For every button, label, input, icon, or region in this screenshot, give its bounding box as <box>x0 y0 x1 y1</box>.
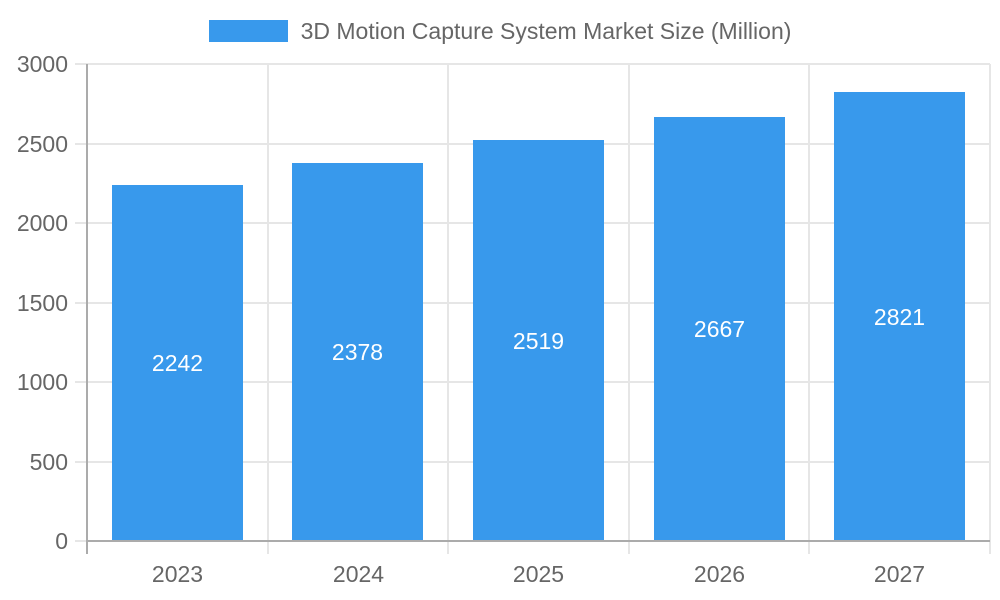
x-tick-label: 2026 <box>693 561 746 587</box>
y-tick-mark <box>75 302 87 304</box>
x-axis-line <box>87 540 990 542</box>
bar[interactable] <box>654 117 785 541</box>
y-tick-mark <box>75 540 87 542</box>
y-tick-mark <box>75 381 87 383</box>
legend: 3D Motion Capture System Market Size (Mi… <box>0 17 1000 45</box>
bar-value-label: 2242 <box>151 350 204 376</box>
x-gridline <box>267 64 269 554</box>
x-tick-label: 2023 <box>151 561 204 587</box>
y-tick-mark <box>75 63 87 65</box>
y-tick-mark <box>75 143 87 145</box>
x-gridline <box>628 64 630 554</box>
bar[interactable] <box>473 140 604 541</box>
legend-item[interactable]: 3D Motion Capture System Market Size (Mi… <box>208 17 792 45</box>
y-gridline <box>87 63 990 65</box>
y-axis-line <box>86 64 88 554</box>
y-tick-label: 1000 <box>16 369 68 395</box>
y-tick-mark <box>75 222 87 224</box>
y-tick-label: 3000 <box>16 51 68 77</box>
bar-value-label: 2667 <box>693 316 746 342</box>
x-tick-label: 2027 <box>873 561 926 587</box>
y-tick-label: 1500 <box>16 290 68 316</box>
x-gridline <box>447 64 449 554</box>
y-tick-label: 0 <box>55 528 68 554</box>
x-gridline <box>808 64 810 554</box>
bar[interactable] <box>292 163 423 541</box>
y-tick-label: 500 <box>29 449 68 475</box>
bar[interactable] <box>834 92 965 541</box>
bar-value-label: 2378 <box>331 339 384 365</box>
x-tick-label: 2024 <box>332 561 385 587</box>
bar[interactable] <box>112 185 243 541</box>
y-tick-mark <box>75 461 87 463</box>
x-gridline <box>989 64 991 554</box>
bar-value-label: 2821 <box>873 304 926 330</box>
legend-series-label: 3D Motion Capture System Market Size (Mi… <box>300 18 792 44</box>
legend-swatch-icon <box>208 20 288 42</box>
bar-value-label: 2519 <box>512 328 565 354</box>
y-tick-label: 2000 <box>16 210 68 236</box>
x-tick-label: 2025 <box>512 561 565 587</box>
y-tick-label: 2500 <box>16 131 68 157</box>
